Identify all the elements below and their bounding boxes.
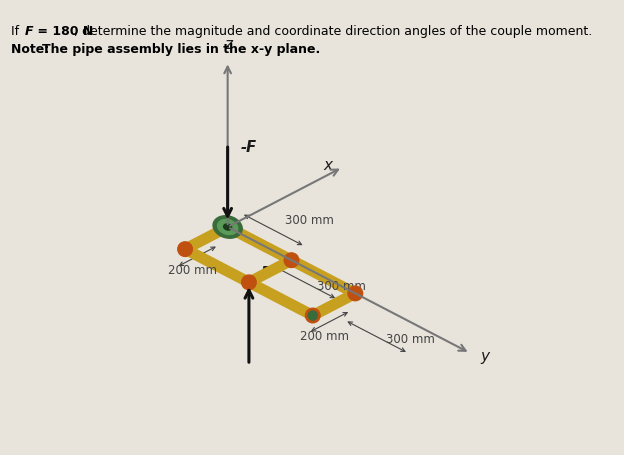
Text: 200 mm: 200 mm: [168, 263, 217, 277]
Circle shape: [348, 287, 363, 301]
Ellipse shape: [223, 224, 232, 231]
Text: If: If: [11, 25, 23, 38]
Text: The pipe assembly lies in the x-y plane.: The pipe assembly lies in the x-y plane.: [42, 43, 321, 56]
Text: 200 mm: 200 mm: [300, 329, 349, 342]
Circle shape: [306, 308, 320, 323]
Text: = 180 N: = 180 N: [33, 25, 94, 38]
Text: F: F: [260, 265, 270, 280]
Text: z: z: [223, 37, 232, 52]
Ellipse shape: [213, 216, 242, 239]
Text: 300 mm: 300 mm: [318, 279, 366, 292]
Text: F: F: [25, 25, 34, 38]
Circle shape: [308, 311, 318, 320]
Circle shape: [284, 253, 299, 268]
Circle shape: [178, 243, 192, 257]
Text: -F: -F: [240, 140, 256, 155]
Text: , determine the magnitude and coordinate direction angles of the couple moment.: , determine the magnitude and coordinate…: [74, 25, 592, 38]
Circle shape: [220, 220, 235, 235]
Text: x: x: [323, 158, 333, 173]
Text: y: y: [480, 348, 489, 363]
Text: 300 mm: 300 mm: [386, 333, 434, 346]
Ellipse shape: [218, 220, 238, 235]
Text: 300 mm: 300 mm: [285, 214, 333, 227]
Text: Note:: Note:: [11, 43, 54, 56]
Circle shape: [241, 275, 256, 290]
